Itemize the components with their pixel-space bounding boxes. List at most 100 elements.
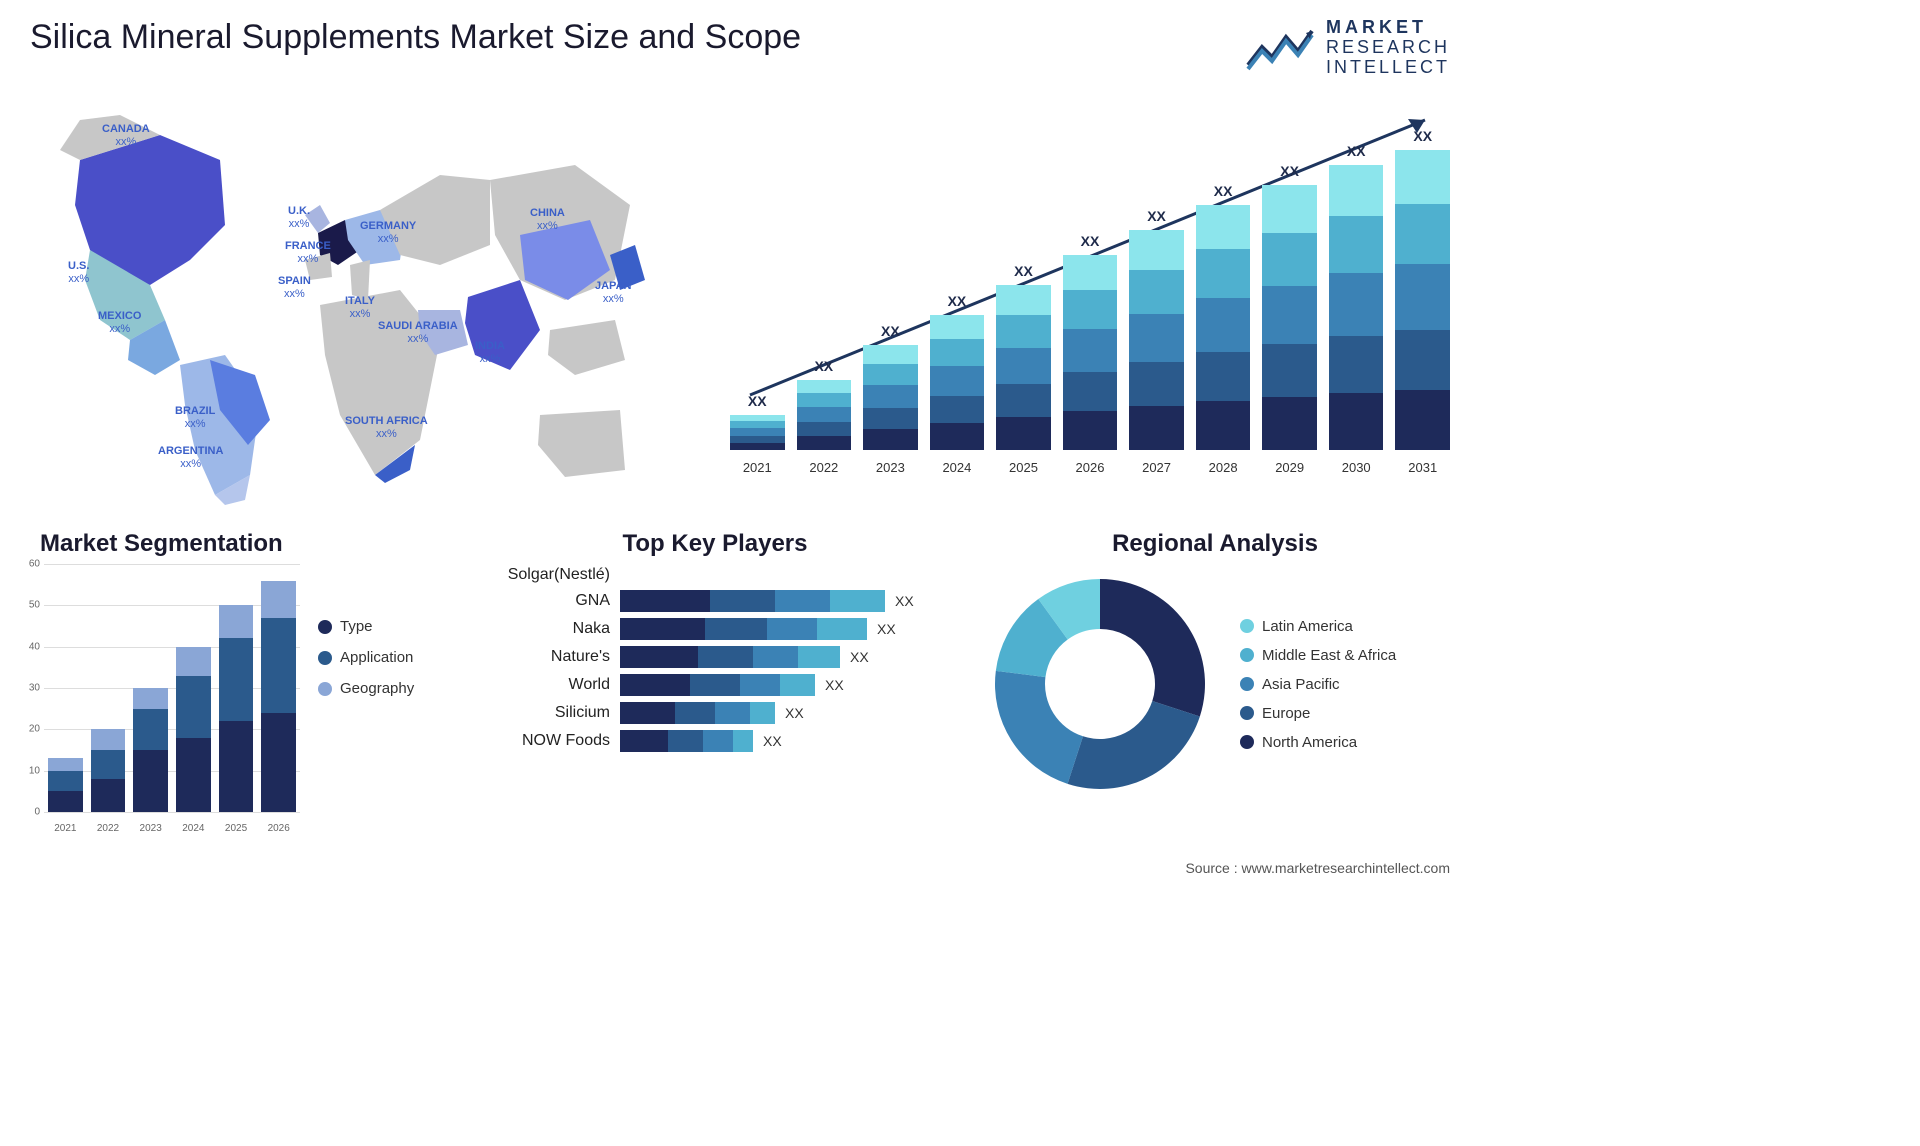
legend-swatch-icon	[318, 620, 332, 634]
map-country-label: INDIAxx%	[475, 340, 505, 366]
growth-bar-segment	[1129, 270, 1184, 314]
growth-bar-segment	[996, 315, 1051, 348]
growth-bar-segment	[1129, 362, 1184, 406]
growth-bar-segment	[930, 339, 985, 366]
regional-legend-item: Middle East & Africa	[1240, 647, 1396, 664]
legend-label: Application	[340, 649, 413, 666]
growth-bar-segment	[1063, 411, 1118, 450]
growth-bar-segment	[1329, 165, 1384, 216]
seg-year-label: 2021	[48, 823, 83, 834]
legend-label: North America	[1262, 734, 1357, 751]
seg-y-tick: 60	[29, 559, 40, 570]
map-country-label: SOUTH AFRICAxx%	[345, 415, 428, 441]
growth-bar-segment	[1129, 406, 1184, 450]
growth-bar-segment	[930, 396, 985, 423]
growth-bar-segment	[1129, 230, 1184, 270]
seg-y-tick: 40	[29, 641, 40, 652]
growth-bar-value: XX	[996, 263, 1051, 279]
player-bar	[620, 674, 815, 696]
seg-y-tick: 50	[29, 600, 40, 611]
seg-year-label: 2025	[219, 823, 254, 834]
map-country-label: CHINAxx%	[530, 207, 565, 233]
growth-bar-value: XX	[1329, 143, 1384, 159]
growth-bar-segment	[996, 285, 1051, 315]
growth-bar-segment	[797, 436, 852, 450]
player-bar	[620, 618, 867, 640]
growth-bar-segment	[930, 366, 985, 396]
map-country-label: FRANCExx%	[285, 240, 331, 266]
donut-slice	[995, 671, 1083, 784]
seg-bar-segment	[48, 791, 83, 812]
legend-swatch-icon	[1240, 706, 1254, 720]
legend-swatch-icon	[1240, 677, 1254, 691]
player-bar-segment	[620, 646, 698, 668]
legend-swatch-icon	[318, 682, 332, 696]
growth-bar: XX	[1129, 230, 1184, 450]
growth-bar-segment	[1196, 249, 1251, 298]
player-label: Nature's	[480, 648, 610, 666]
seg-year-label: 2022	[91, 823, 126, 834]
growth-bar-segment	[730, 443, 785, 450]
growth-bar: XX	[1196, 205, 1251, 450]
player-bar	[620, 590, 885, 612]
growth-bar: XX	[996, 285, 1051, 450]
player-bar-segment	[620, 674, 690, 696]
growth-bar-segment	[863, 345, 918, 364]
map-country-label: JAPANxx%	[595, 280, 631, 306]
regional-chart: Regional Analysis Latin AmericaMiddle Ea…	[980, 530, 1450, 845]
seg-bar	[219, 605, 254, 812]
growth-bar-value: XX	[1063, 233, 1118, 249]
growth-year-label: 2028	[1196, 460, 1251, 475]
map-country-label: ARGENTINAxx%	[158, 445, 223, 471]
player-bar-segment	[830, 590, 885, 612]
brand-logo: MARKET RESEARCH INTELLECT	[1246, 18, 1450, 77]
seg-bar-segment	[133, 688, 168, 709]
player-label: NOW Foods	[480, 732, 610, 750]
regional-legend-item: Asia Pacific	[1240, 676, 1396, 693]
player-bar-segment	[710, 590, 775, 612]
regional-legend-item: North America	[1240, 734, 1396, 751]
growth-bar: XX	[863, 345, 918, 450]
map-country-label: BRAZILxx%	[175, 405, 215, 431]
player-value: XX	[895, 593, 914, 609]
growth-bar-segment	[1329, 336, 1384, 393]
seg-bar-segment	[219, 721, 254, 812]
growth-bar-segment	[1329, 393, 1384, 450]
seg-y-tick: 30	[29, 683, 40, 694]
map-country-label: SPAINxx%	[278, 275, 311, 301]
legend-swatch-icon	[1240, 619, 1254, 633]
growth-bar: XX	[1395, 150, 1450, 450]
seg-legend-item: Type	[318, 618, 414, 635]
seg-bar-segment	[176, 647, 211, 676]
player-label: World	[480, 676, 610, 694]
player-label: GNA	[480, 592, 610, 610]
seg-bar-segment	[133, 709, 168, 750]
growth-year-label: 2021	[730, 460, 785, 475]
legend-label: Geography	[340, 680, 414, 697]
growth-bar-segment	[797, 393, 852, 407]
map-country-label: MEXICOxx%	[98, 310, 141, 336]
player-label: Solgar(Nestlé)	[480, 566, 610, 584]
growth-bar-segment	[1196, 401, 1251, 450]
player-row: NakaXX	[480, 618, 950, 640]
growth-bar-segment	[797, 422, 852, 436]
growth-bar-segment	[1063, 372, 1118, 411]
map-country-label: SAUDI ARABIAxx%	[378, 320, 458, 346]
growth-bar-value: XX	[1262, 163, 1317, 179]
growth-bar-segment	[930, 315, 985, 339]
player-bar-segment	[753, 646, 798, 668]
growth-bar: XX	[730, 415, 785, 450]
growth-bar: XX	[1262, 185, 1317, 450]
player-row: Nature'sXX	[480, 646, 950, 668]
player-bar-segment	[705, 618, 767, 640]
growth-bar-value: XX	[863, 323, 918, 339]
seg-legend-item: Application	[318, 649, 414, 666]
growth-bar-segment	[1329, 216, 1384, 273]
growth-bar-segment	[996, 348, 1051, 384]
growth-bar-value: XX	[1129, 208, 1184, 224]
growth-bar-segment	[1262, 286, 1317, 344]
growth-year-label: 2024	[930, 460, 985, 475]
player-bar-segment	[798, 646, 840, 668]
player-bar-segment	[715, 702, 750, 724]
seg-gridline	[44, 812, 300, 813]
